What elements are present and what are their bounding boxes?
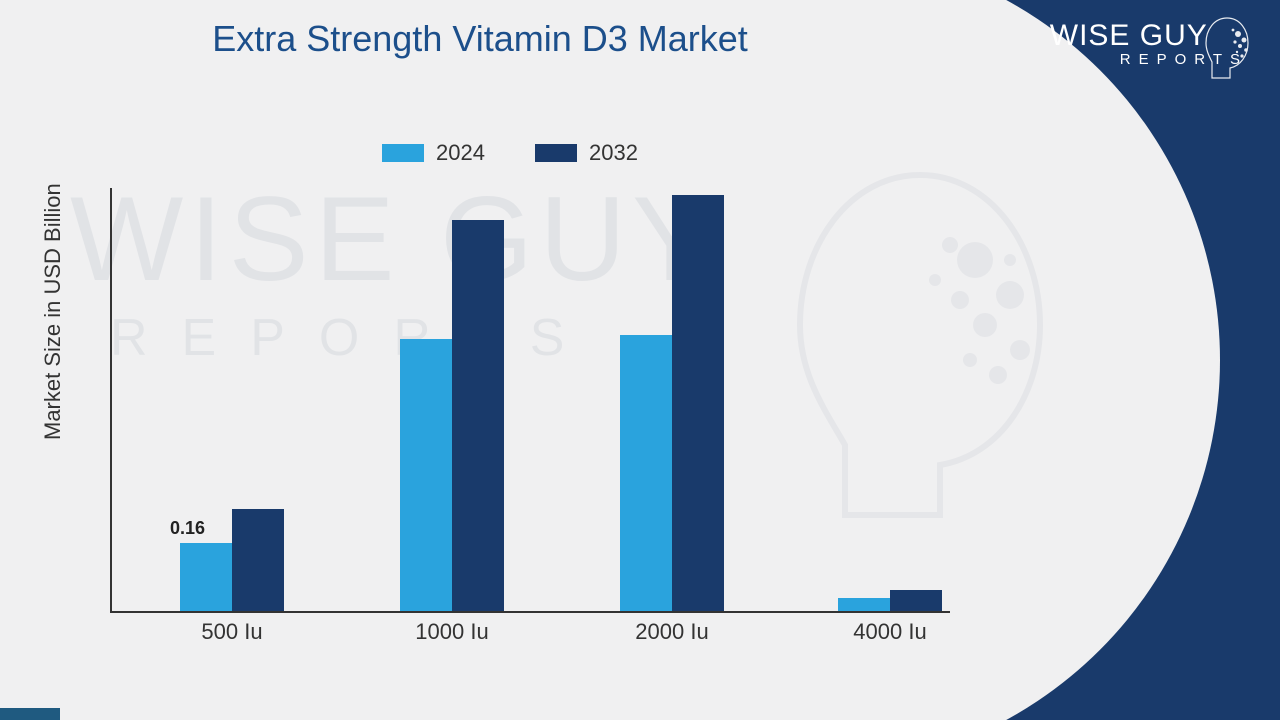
chart-title: Extra Strength Vitamin D3 Market xyxy=(0,18,960,60)
bar-2032-1000iu xyxy=(452,220,504,611)
bottom-accent-bar xyxy=(0,708,60,720)
xtick-4000iu: 4000 Iu xyxy=(800,619,980,645)
plot-region: 0.16 500 Iu 1000 Iu 2000 Iu 4000 xyxy=(110,188,950,613)
y-axis-label: Market Size in USD Billion xyxy=(40,183,66,440)
legend-swatch-2024 xyxy=(382,144,424,162)
bar-2024-2000iu xyxy=(620,335,672,611)
value-label-0: 0.16 xyxy=(170,518,205,539)
legend-swatch-2032 xyxy=(535,144,577,162)
xtick-1000iu: 1000 Iu xyxy=(362,619,542,645)
legend-label-2032: 2032 xyxy=(589,140,638,166)
bar-2024-500iu: 0.16 xyxy=(180,543,232,611)
legend-item-2024: 2024 xyxy=(382,140,485,166)
bar-2032-500iu xyxy=(232,509,284,611)
chart-area: 2024 2032 Market Size in USD Billion 0.1… xyxy=(60,130,960,670)
xtick-500iu: 500 Iu xyxy=(142,619,322,645)
legend-label-2024: 2024 xyxy=(436,140,485,166)
legend: 2024 2032 xyxy=(60,140,960,166)
bar-2032-4000iu xyxy=(890,590,942,611)
bar-2024-4000iu xyxy=(838,598,890,611)
bar-2032-2000iu xyxy=(672,195,724,612)
bar-2024-1000iu xyxy=(400,339,452,611)
brand-logo: WISE GUY REPORTS xyxy=(1050,20,1248,67)
legend-item-2032: 2032 xyxy=(535,140,638,166)
page-root: WISE GUY REPORTS Extra Strength Vitamin … xyxy=(0,0,1280,720)
xtick-2000iu: 2000 Iu xyxy=(582,619,762,645)
brand-head-icon xyxy=(1200,16,1254,80)
